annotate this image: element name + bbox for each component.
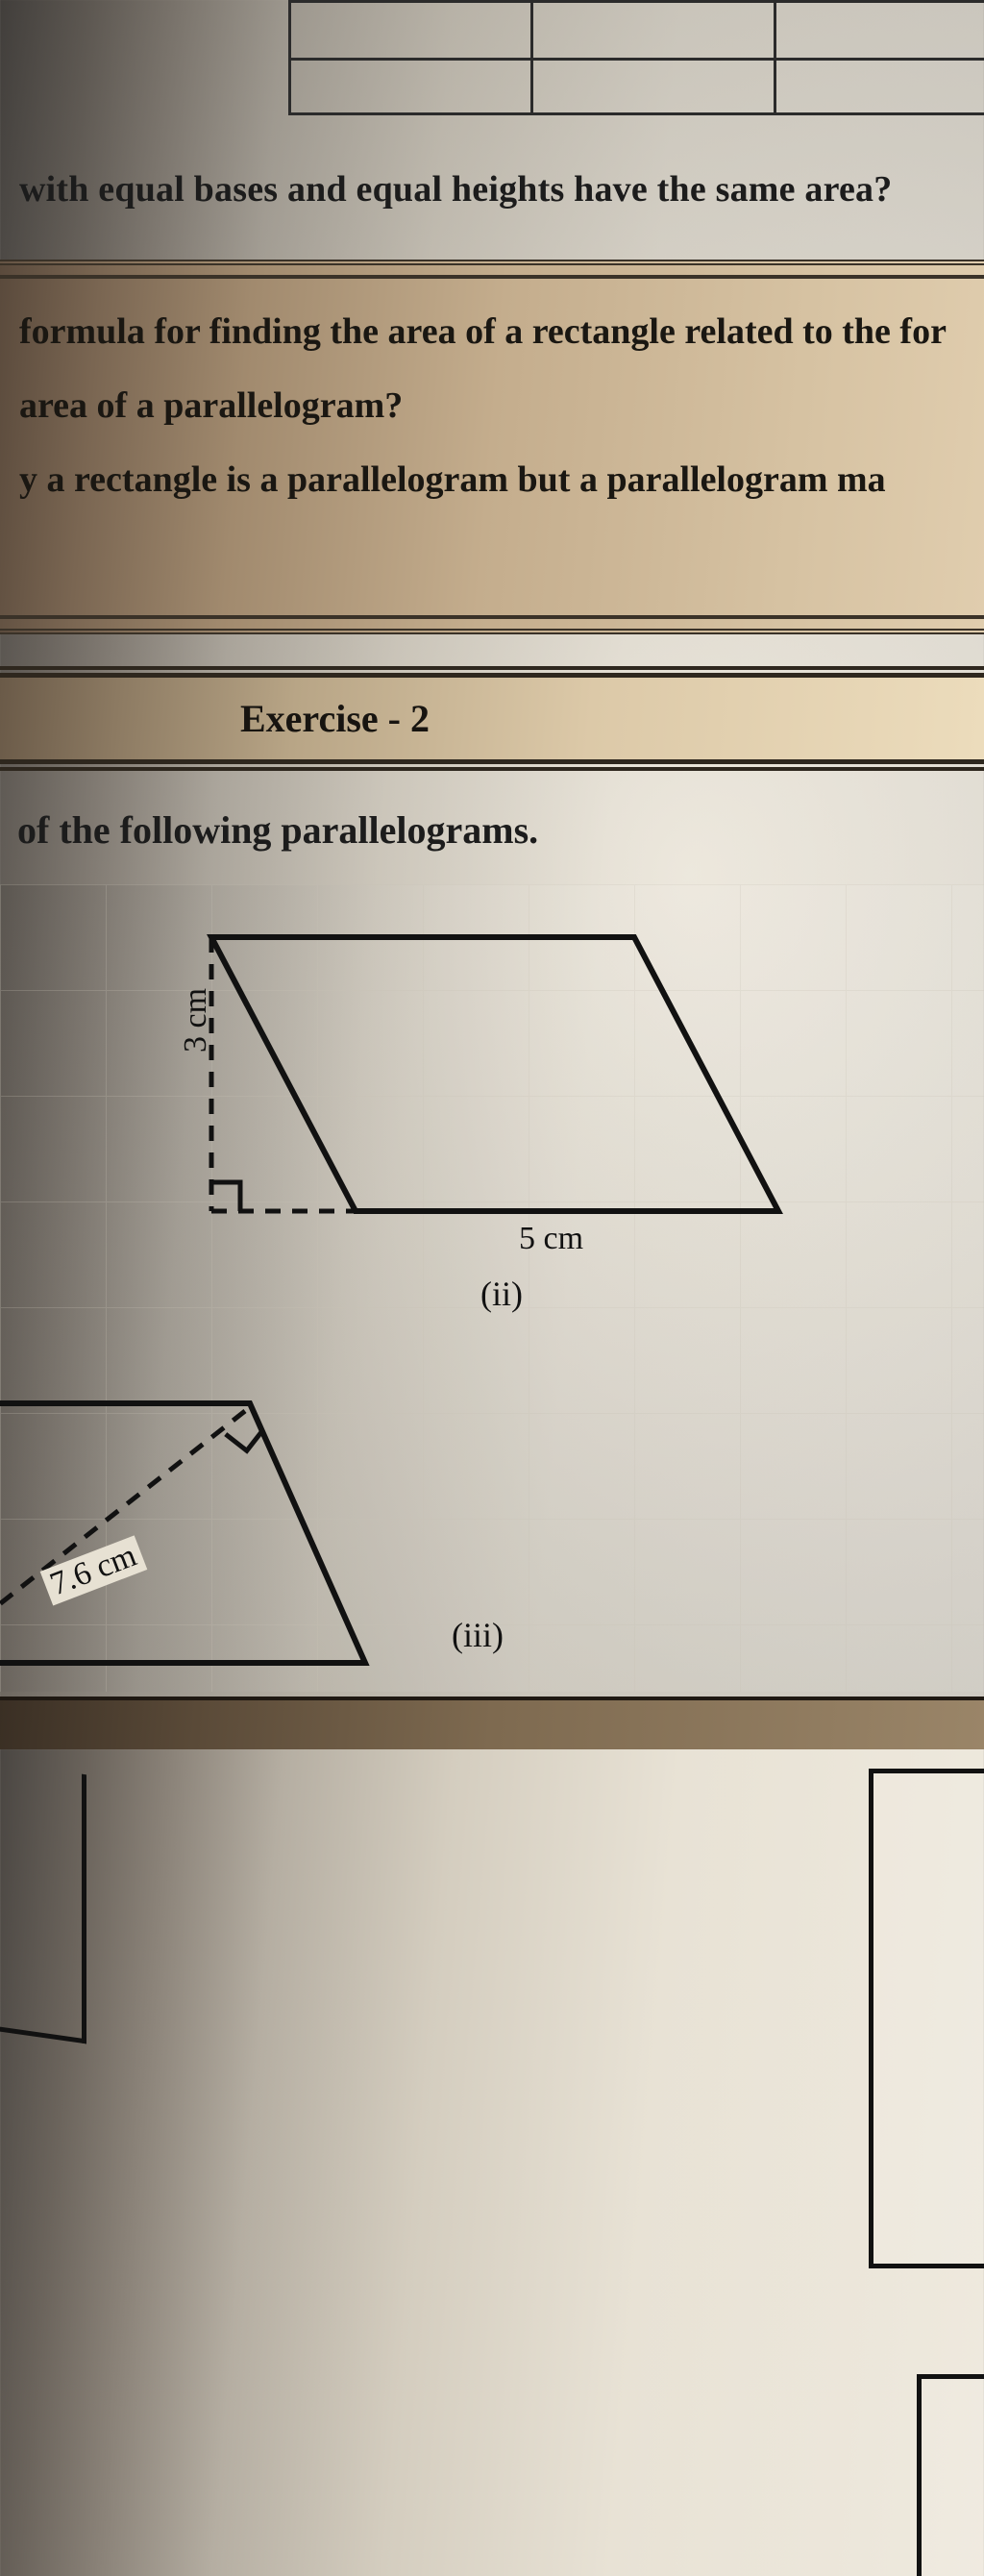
parallelogram-ii-final — [163, 908, 798, 1312]
parallelogram-iii — [0, 1346, 404, 1692]
table-cell — [774, 61, 984, 115]
table-row — [288, 58, 984, 115]
height-label-ii: 3 cm — [178, 988, 214, 1053]
question-text-top: with equal bases and equal heights have … — [0, 168, 946, 211]
table-cell — [530, 3, 773, 58]
table-row — [288, 0, 984, 58]
highlight-band: formula for finding the area of a rectan… — [0, 260, 984, 634]
height-dashed-iii — [0, 1411, 245, 1634]
partial-rect-right-lower — [917, 2374, 984, 2576]
table-cell — [530, 61, 773, 115]
base-label-ii: 5 cm — [519, 1221, 583, 1257]
table-cell — [288, 3, 530, 58]
right-angle-marker — [211, 1182, 240, 1211]
exercise-heading-strip: Exercise - 2 — [0, 673, 984, 764]
table-cell — [774, 3, 984, 58]
partial-table-top — [288, 0, 984, 115]
roman-iii: (iii) — [452, 1615, 504, 1655]
band-line-1: formula for finding the area of a rectan… — [19, 304, 955, 360]
partial-rect-right-upper — [869, 1769, 984, 2268]
footer-bar — [0, 1697, 984, 1749]
band-line-3: y a rectangle is a parallelogram but a p… — [19, 452, 955, 508]
parallelogram-shape — [211, 937, 778, 1211]
diagram-area: svg[data-name="parallelogram-ii-svg"], s… — [0, 884, 984, 1692]
table-cell — [288, 61, 530, 115]
question-text-follow: of the following parallelograms. — [17, 807, 538, 853]
exercise-heading: Exercise - 2 — [240, 696, 430, 741]
partial-shape-left — [0, 1763, 86, 2044]
parallelogram-iii-outline — [0, 1403, 365, 1663]
roman-ii: (ii) — [480, 1274, 523, 1314]
band-line-2: area of a parallelogram? — [19, 378, 955, 434]
